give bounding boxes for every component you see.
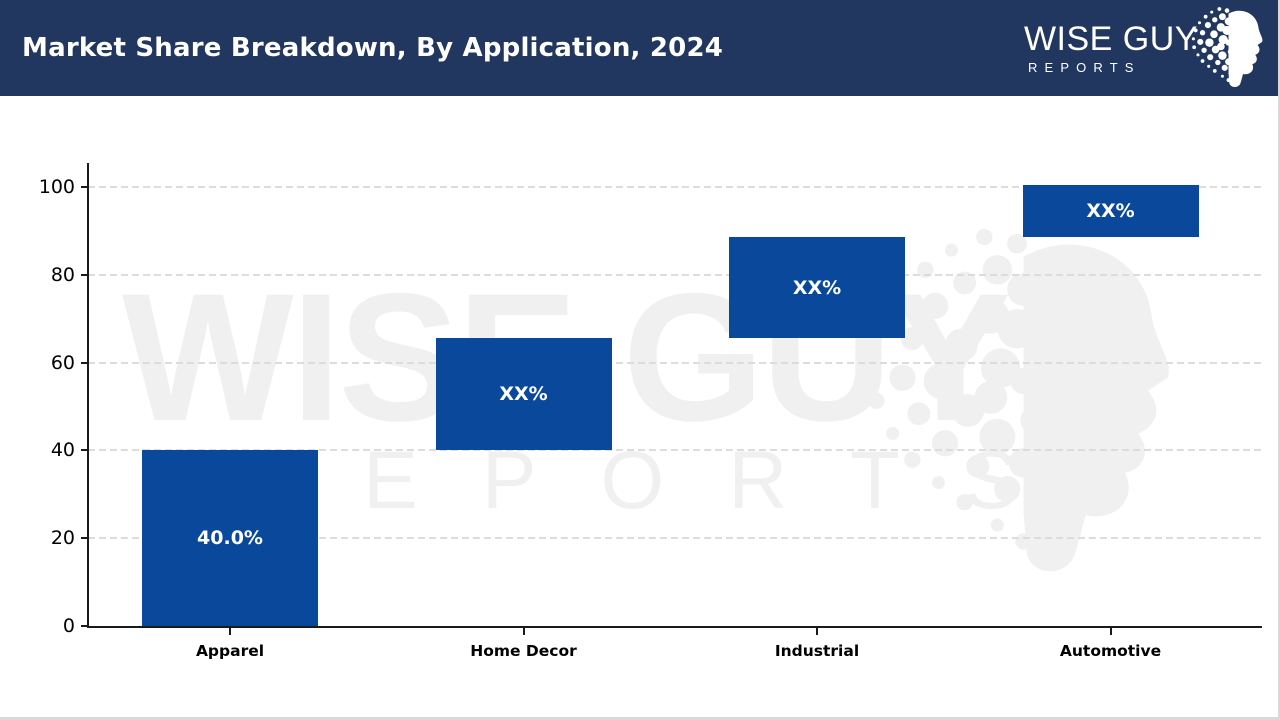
bar-apparel: 40.0% [142, 450, 318, 626]
x-tick-label-2: Industrial [774, 642, 860, 660]
bar-industrial: XX% [729, 237, 905, 339]
plot-area: 0 20 40 60 80 100 40.0% Apparel XX% Home Decor XX%… [0, 96, 1278, 717]
gridline-y80 [88, 273, 1262, 276]
chart-area: WISE GUY REPORTS 0 20 40 60 80 100 40.0% Appare… [0, 96, 1278, 717]
x-tick-0 [229, 628, 231, 635]
x-axis-spine [87, 626, 1262, 628]
y-tick-20 [81, 537, 88, 540]
wiseguy-logo: WISE GUY REPORTS [1024, 6, 1266, 90]
y-tick-80 [81, 273, 88, 276]
y-axis-spine [87, 163, 89, 627]
gridline-y20 [88, 537, 1262, 540]
gridline-y40 [88, 449, 1262, 452]
header-bar: Market Share Breakdown, By Application, … [0, 0, 1278, 96]
y-tick-100 [81, 186, 88, 188]
y-tick-label-0: 0 [62, 615, 75, 637]
dotted-head-icon [1191, 7, 1263, 88]
bar-value-label: 40.0% [197, 527, 263, 550]
gridline-y100 [88, 186, 1262, 188]
bar-value-label: XX% [792, 276, 842, 299]
y-tick-label-60: 60 [50, 351, 75, 374]
x-tick-2 [816, 628, 818, 635]
y-tick-60 [81, 361, 88, 364]
chart-title: Market Share Breakdown, By Application, … [22, 33, 724, 63]
x-tick-label-1: Home Decor [470, 642, 577, 660]
y-tick-label-80: 80 [50, 263, 75, 286]
logo-wordmark: WISE GUY [1023, 19, 1198, 58]
x-tick-3 [1109, 628, 1112, 635]
y-tick-label-100: 100 [38, 176, 75, 198]
y-tick-label-20: 20 [50, 527, 75, 550]
y-tick-label-40: 40 [50, 439, 75, 462]
y-tick-40 [81, 449, 88, 452]
bar-value-label: XX% [499, 383, 548, 406]
x-tick-label-0: Apparel [195, 642, 265, 660]
bar-home-decor: XX% [435, 338, 612, 451]
x-tick-1 [522, 628, 525, 635]
gridline-y60 [88, 361, 1262, 364]
bar-value-label: XX% [1086, 200, 1135, 223]
logo-subtitle: REPORTS [1027, 59, 1141, 75]
y-tick-0 [81, 625, 88, 627]
bar-automotive: XX% [1022, 184, 1199, 238]
x-tick-label-3: Automotive [1059, 642, 1162, 660]
logo-text: WISE GUY REPORTS [1024, 22, 1198, 75]
